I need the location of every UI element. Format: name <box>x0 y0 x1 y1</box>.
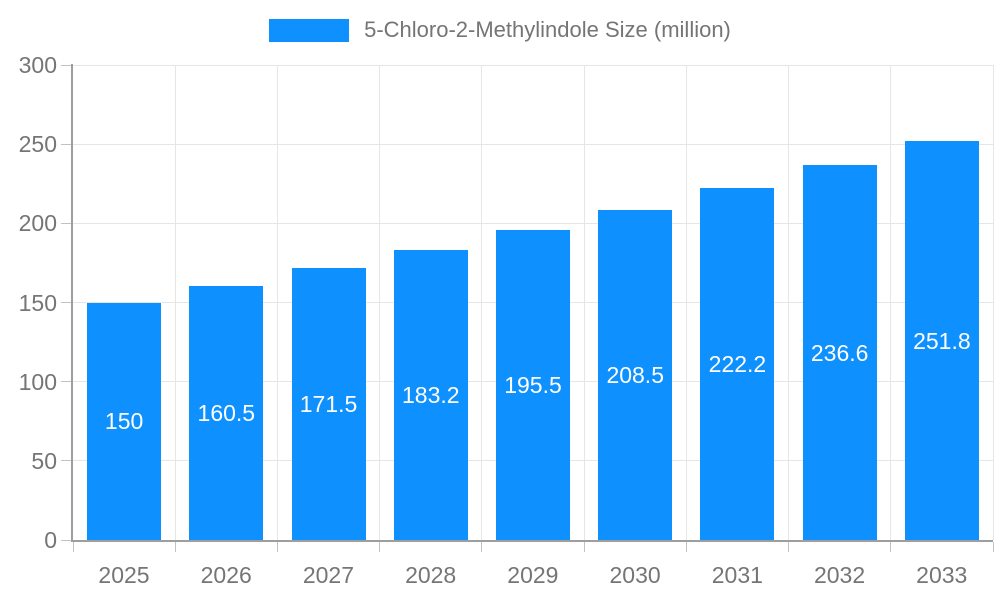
legend-swatch[interactable] <box>269 18 350 42</box>
bar-2027[interactable]: 171.5 <box>291 268 366 540</box>
bar-2025[interactable]: 150 <box>87 302 162 540</box>
x-tick-mark <box>583 542 585 552</box>
x-axis-label: 2028 <box>405 562 457 588</box>
bar-value-label: 236.6 <box>810 339 869 366</box>
h-gridline <box>73 143 993 145</box>
y-tick-mark <box>61 460 71 462</box>
bar-2028[interactable]: 183.2 <box>393 249 468 540</box>
legend[interactable]: 5-Chloro-2-Methylindole Size (million) <box>0 17 1000 43</box>
x-tick-mark <box>174 542 176 552</box>
y-tick-mark <box>61 64 71 66</box>
bar-2033[interactable]: 251.8 <box>904 141 979 540</box>
bar-value-label: 171.5 <box>299 391 358 418</box>
x-axis-line <box>71 540 993 542</box>
v-gridline <box>379 65 381 540</box>
y-tick-mark <box>61 222 71 224</box>
bar-value-label: 160.5 <box>197 399 256 426</box>
y-axis-label: 150 <box>18 289 57 316</box>
y-axis-label: 300 <box>18 52 57 78</box>
bar-value-label: 183.2 <box>401 381 460 408</box>
x-axis-label: 2033 <box>916 562 968 588</box>
y-axis-label: 100 <box>18 368 57 395</box>
bar-2032[interactable]: 236.6 <box>802 165 877 540</box>
y-axis-label: 200 <box>18 210 57 237</box>
v-gridline <box>481 65 483 540</box>
bar-value-label: 150 <box>104 408 144 435</box>
x-tick-mark <box>685 542 687 552</box>
bar-2026[interactable]: 160.5 <box>189 285 264 540</box>
x-tick-mark <box>276 542 278 552</box>
v-gridline <box>174 65 176 540</box>
x-tick-mark <box>890 542 892 552</box>
v-gridline <box>685 65 687 540</box>
y-tick-mark <box>61 302 71 303</box>
legend-label[interactable]: 5-Chloro-2-Methylindole Size (million) <box>364 17 731 42</box>
x-axis-label: 2032 <box>813 562 866 588</box>
v-gridline <box>890 65 892 540</box>
x-tick-mark <box>992 542 994 552</box>
x-axis-label: 2029 <box>507 562 559 588</box>
bar-value-label: 195.5 <box>504 372 562 399</box>
v-gridline <box>992 65 994 540</box>
x-axis-label: 2031 <box>711 562 763 588</box>
bar-value-label: 208.5 <box>606 361 664 388</box>
bar-2030[interactable]: 208.5 <box>598 209 673 540</box>
h-gridline <box>73 222 993 224</box>
y-tick-mark <box>61 381 71 383</box>
y-axis-line <box>71 64 73 541</box>
x-tick-mark <box>481 542 483 552</box>
x-tick-mark <box>788 542 790 552</box>
y-axis-label: 50 <box>31 447 57 474</box>
x-axis-label: 2026 <box>200 562 252 588</box>
x-axis-label: 2025 <box>98 562 150 588</box>
y-axis-label: 250 <box>18 131 57 158</box>
y-axis-label: 0 <box>44 527 57 553</box>
x-tick-mark <box>379 542 381 552</box>
bar-value-label: 222.2 <box>708 351 767 378</box>
bar-value-label: 251.8 <box>913 327 971 354</box>
x-tick-mark <box>72 542 74 552</box>
y-tick-mark <box>61 143 71 145</box>
h-gridline <box>73 64 993 66</box>
v-gridline <box>276 65 278 540</box>
x-axis-label: 2030 <box>609 562 661 588</box>
v-gridline <box>583 65 585 540</box>
x-axis-label: 2027 <box>302 562 355 588</box>
bar-2031[interactable]: 222.2 <box>700 188 775 540</box>
y-tick-mark <box>61 539 71 541</box>
v-gridline <box>788 65 790 540</box>
bar-2029[interactable]: 195.5 <box>496 230 570 540</box>
